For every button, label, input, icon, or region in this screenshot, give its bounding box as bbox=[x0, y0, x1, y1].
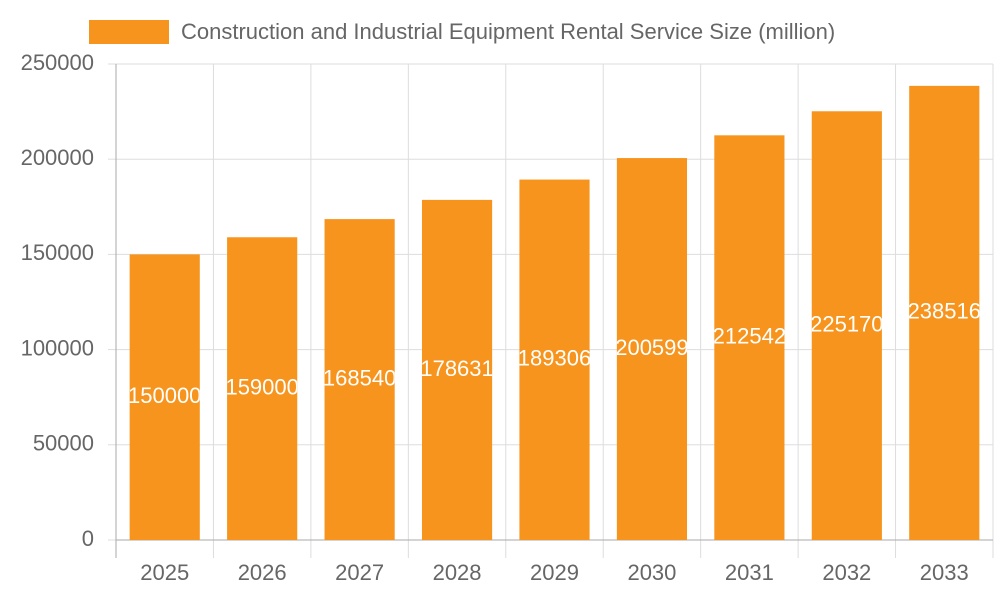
x-tick-label: 2033 bbox=[920, 560, 969, 585]
legend-swatch bbox=[89, 20, 169, 44]
y-tick-label: 150000 bbox=[21, 240, 94, 265]
x-tick-label: 2025 bbox=[140, 560, 189, 585]
value-label: 212542 bbox=[713, 323, 786, 348]
value-label: 159000 bbox=[225, 374, 298, 399]
bar bbox=[519, 179, 590, 540]
bar bbox=[421, 199, 493, 540]
value-label: 168540 bbox=[323, 365, 396, 390]
value-label: 225170 bbox=[810, 311, 883, 336]
bar bbox=[129, 254, 200, 540]
value-label: 189306 bbox=[518, 346, 591, 371]
bar bbox=[714, 135, 785, 540]
x-tick-label: 2029 bbox=[530, 560, 579, 585]
bar bbox=[227, 237, 298, 540]
value-label: 178631 bbox=[420, 356, 493, 381]
x-tick-label: 2026 bbox=[238, 560, 287, 585]
bar bbox=[811, 111, 882, 541]
value-label: 238516 bbox=[908, 299, 981, 324]
x-tick-label: 2031 bbox=[725, 560, 774, 585]
y-tick-label: 50000 bbox=[33, 431, 94, 456]
value-label: 150000 bbox=[128, 383, 201, 408]
legend-label: Construction and Industrial Equipment Re… bbox=[181, 19, 835, 44]
y-tick-label: 200000 bbox=[21, 145, 94, 170]
x-tick-label: 2028 bbox=[433, 560, 482, 585]
bar bbox=[909, 85, 980, 540]
y-tick-label: 0 bbox=[82, 526, 94, 551]
x-tick-label: 2030 bbox=[627, 560, 676, 585]
bar bbox=[616, 158, 688, 540]
x-tick-label: 2032 bbox=[822, 560, 871, 585]
y-tick-label: 100000 bbox=[21, 335, 94, 360]
value-label: 200599 bbox=[615, 335, 688, 360]
x-tick-label: 2027 bbox=[335, 560, 384, 585]
bar bbox=[324, 219, 395, 540]
y-tick-label: 250000 bbox=[21, 50, 94, 75]
